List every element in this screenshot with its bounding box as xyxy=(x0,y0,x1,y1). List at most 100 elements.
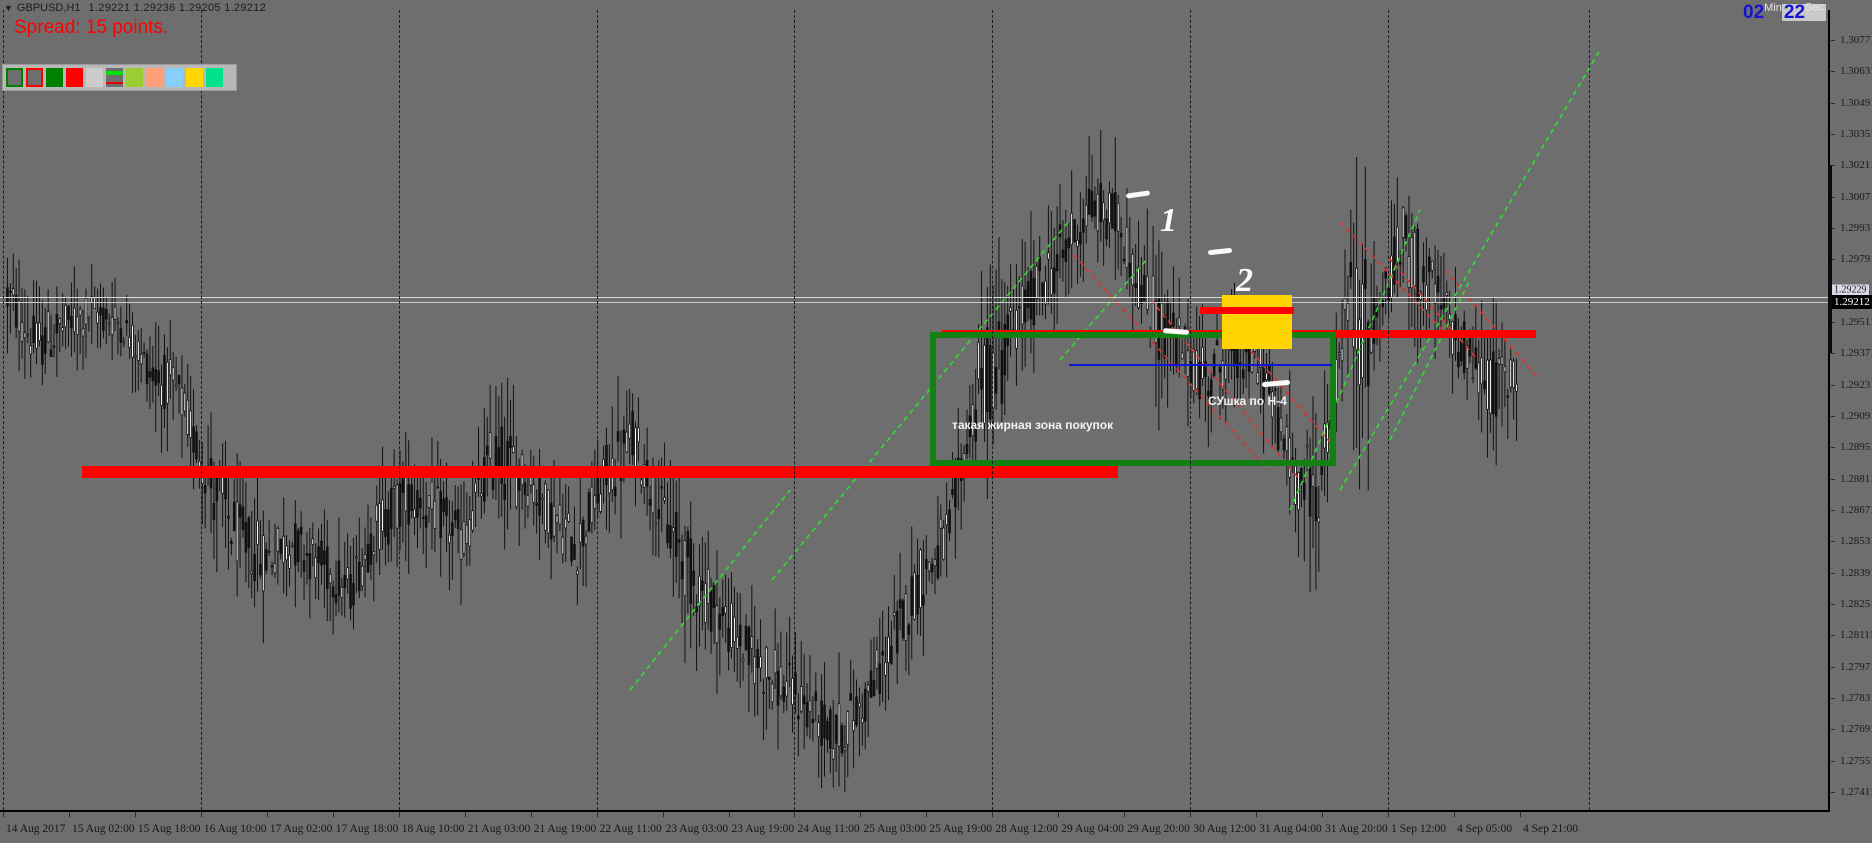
time-axis-label: 23 Aug 19:00 xyxy=(731,823,795,835)
session-clock: 02Min 22Sec xyxy=(1743,2,1826,24)
time-axis-label: 24 Aug 11:00 xyxy=(797,823,860,835)
clock-seconds-unit: Sec xyxy=(1805,2,1824,14)
time-axis-label: 21 Aug 19:00 xyxy=(533,823,597,835)
time-axis-label: 4 Sep 21:00 xyxy=(1523,823,1578,835)
time-axis[interactable]: 14 Aug 2017 15 Aug 02:00 15 Aug 18:00 16 Au… xyxy=(0,812,1828,843)
time-tick xyxy=(926,812,928,817)
bid-price-tag: 1.29229 xyxy=(1832,284,1869,296)
time-axis-label: 15 Aug 18:00 xyxy=(137,823,201,835)
price-tick xyxy=(1831,165,1835,167)
buy-zone-box[interactable] xyxy=(930,332,1336,466)
vertical-gridline xyxy=(794,10,796,810)
time-axis-label: 23 Aug 03:00 xyxy=(665,823,729,835)
price-tick xyxy=(1831,541,1835,543)
clock-minutes: 02 xyxy=(1743,2,1765,24)
time-axis-label: 25 Aug 03:00 xyxy=(863,823,927,835)
price-tick xyxy=(1831,322,1835,323)
price-tick xyxy=(1831,40,1835,41)
time-tick xyxy=(134,812,136,817)
time-tick xyxy=(1256,812,1258,817)
time-tick xyxy=(662,812,664,817)
price-tick xyxy=(1831,478,1835,480)
time-axis-label: 17 Aug 02:00 xyxy=(269,823,333,835)
price-tick xyxy=(1831,635,1835,637)
consolidation-top-red[interactable] xyxy=(1200,307,1294,314)
swatch-red[interactable] xyxy=(66,68,83,87)
price-tick xyxy=(1831,792,1835,793)
swatch-salmon[interactable] xyxy=(146,68,163,87)
swatch-gold[interactable] xyxy=(186,68,203,87)
price-tick xyxy=(1831,102,1835,104)
price-tick xyxy=(1831,510,1835,511)
price-tick xyxy=(1831,384,1835,386)
time-tick xyxy=(68,812,70,817)
collapse-chevron-icon[interactable]: ▼ xyxy=(4,3,13,13)
h4-annotation: СУшка по H-4 xyxy=(1208,394,1287,408)
color-palette-toolbar[interactable] xyxy=(2,64,237,91)
time-tick xyxy=(1322,812,1324,817)
current-price-tag: 1.29212 xyxy=(1832,295,1872,309)
time-axis-label: 15 Aug 02:00 xyxy=(71,823,135,835)
swatch-spring-green[interactable] xyxy=(206,68,223,87)
vertical-gridline xyxy=(1589,10,1590,810)
price-axis-label: 1.28811 xyxy=(1840,472,1872,485)
time-axis-label: 22 Aug 11:00 xyxy=(599,823,662,835)
time-tick xyxy=(1124,812,1126,817)
vertical-gridline xyxy=(3,10,4,810)
chart-plot-area[interactable]: 1 2 такая жирная зона покупок СУшка по H… xyxy=(0,10,1828,810)
clock-seconds: 22 xyxy=(1783,2,1806,24)
time-tick xyxy=(860,812,862,817)
vertical-gridline xyxy=(398,10,400,810)
time-tick xyxy=(464,812,466,817)
price-tick xyxy=(1831,134,1835,135)
swatch-red-outline[interactable] xyxy=(26,68,43,87)
time-tick xyxy=(1190,812,1192,817)
time-tick xyxy=(992,812,994,817)
spread-label: Spread: 15 points. xyxy=(14,17,169,38)
vertical-gridline xyxy=(992,10,994,810)
time-axis-label: 16 Aug 10:00 xyxy=(203,823,267,835)
price-tick xyxy=(1831,604,1835,605)
time-axis-label: 30 Aug 12:00 xyxy=(1193,823,1256,835)
price-axis-scrollbar[interactable] xyxy=(1828,165,1832,354)
swatch-light-gray[interactable] xyxy=(86,68,103,87)
swatch-sky-blue[interactable] xyxy=(166,68,183,87)
time-axis-label: 28 Aug 12:00 xyxy=(995,823,1058,835)
swatch-yellow-green[interactable] xyxy=(126,68,143,87)
price-tick xyxy=(1831,760,1835,762)
time-tick xyxy=(332,812,334,817)
consolidation-box[interactable] xyxy=(1222,295,1292,349)
price-tick xyxy=(1831,666,1835,668)
vertical-gridline xyxy=(1190,10,1192,810)
price-tick xyxy=(1831,572,1835,574)
swatch-green-red-line[interactable] xyxy=(106,68,123,87)
time-axis-label: 4 Sep 05:00 xyxy=(1457,823,1512,835)
swatch-green-outline[interactable] xyxy=(6,68,23,87)
price-tick xyxy=(1831,416,1835,417)
h4-level-line[interactable] xyxy=(1069,364,1332,366)
time-tick xyxy=(398,812,400,817)
support-zone-lower[interactable] xyxy=(82,466,1118,478)
time-axis-label: 31 Aug 04:00 xyxy=(1259,823,1322,835)
clock-minutes-unit: Min xyxy=(1764,2,1782,14)
price-tick xyxy=(1831,729,1835,731)
time-axis-label: 25 Aug 19:00 xyxy=(929,823,993,835)
swatch-dark-green[interactable] xyxy=(46,68,63,87)
candlestick-canvas xyxy=(6,129,1518,792)
vertical-gridline xyxy=(1388,10,1390,810)
time-tick xyxy=(794,812,796,817)
price-tick xyxy=(1831,353,1835,355)
price-tick xyxy=(1831,259,1835,261)
price-axis-label: 1.27411 xyxy=(1840,786,1872,798)
